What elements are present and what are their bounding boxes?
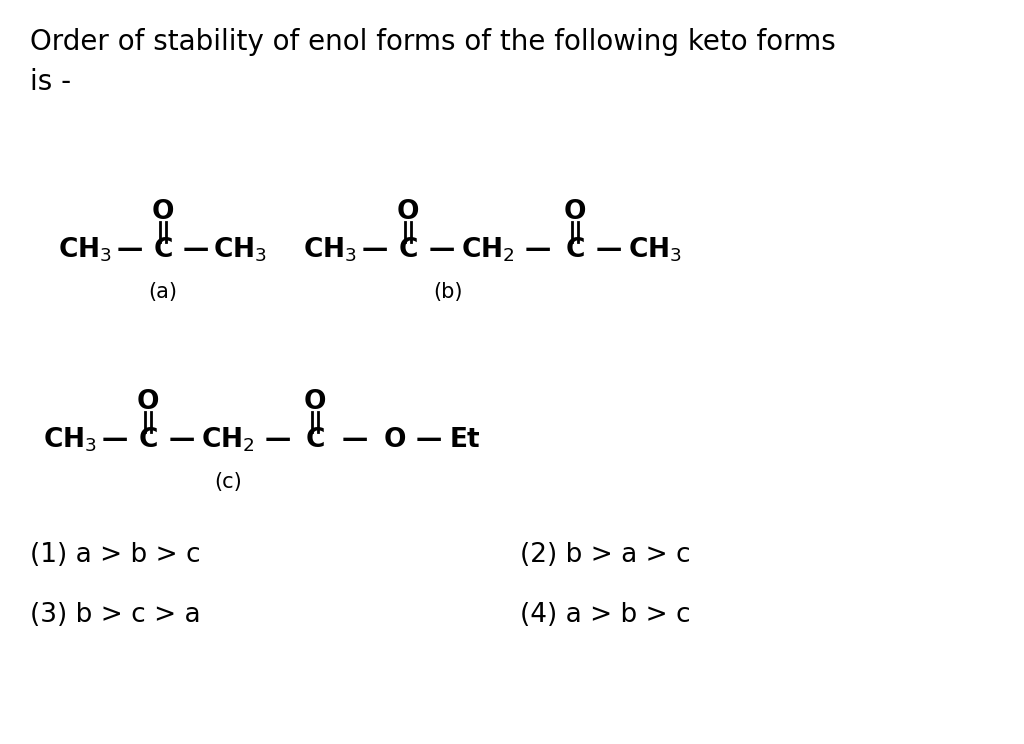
Text: —: — (117, 237, 143, 263)
Text: O: O (137, 389, 160, 415)
Text: CH$_3$: CH$_3$ (303, 236, 357, 264)
Text: C: C (398, 237, 418, 263)
Text: —: — (524, 237, 551, 263)
Text: —: — (101, 427, 128, 453)
Text: C: C (565, 237, 585, 263)
Text: —: — (342, 427, 368, 453)
Text: O: O (396, 199, 419, 225)
Text: (3) b > c > a: (3) b > c > a (30, 602, 201, 628)
Text: —: — (361, 237, 388, 263)
Text: (a): (a) (148, 282, 177, 302)
Text: C: C (154, 237, 173, 263)
Text: CH$_3$: CH$_3$ (58, 236, 112, 264)
Text: O: O (564, 199, 587, 225)
Text: —: — (182, 237, 209, 263)
Text: CH$_2$: CH$_2$ (461, 236, 515, 264)
Text: CH$_3$: CH$_3$ (628, 236, 682, 264)
Text: C: C (305, 427, 325, 453)
Text: (c): (c) (214, 472, 242, 492)
Text: (b): (b) (433, 282, 463, 302)
Text: CH$_3$: CH$_3$ (43, 426, 97, 455)
Text: (4) a > b > c: (4) a > b > c (520, 602, 690, 628)
Text: —: — (429, 237, 455, 263)
Text: —: — (264, 427, 291, 453)
Text: —: — (416, 427, 442, 453)
Text: CH$_3$: CH$_3$ (213, 236, 267, 264)
Text: O: O (384, 427, 407, 453)
Text: CH$_2$: CH$_2$ (201, 426, 255, 455)
Text: (1) a > b > c: (1) a > b > c (30, 542, 201, 568)
Text: Et: Et (450, 427, 480, 453)
Text: is -: is - (30, 68, 71, 96)
Text: —: — (596, 237, 623, 263)
Text: C: C (138, 427, 158, 453)
Text: —: — (169, 427, 196, 453)
Text: O: O (304, 389, 327, 415)
Text: (2) b > a > c: (2) b > a > c (520, 542, 690, 568)
Text: O: O (152, 199, 174, 225)
Text: Order of stability of enol forms of the following keto forms: Order of stability of enol forms of the … (30, 28, 836, 56)
